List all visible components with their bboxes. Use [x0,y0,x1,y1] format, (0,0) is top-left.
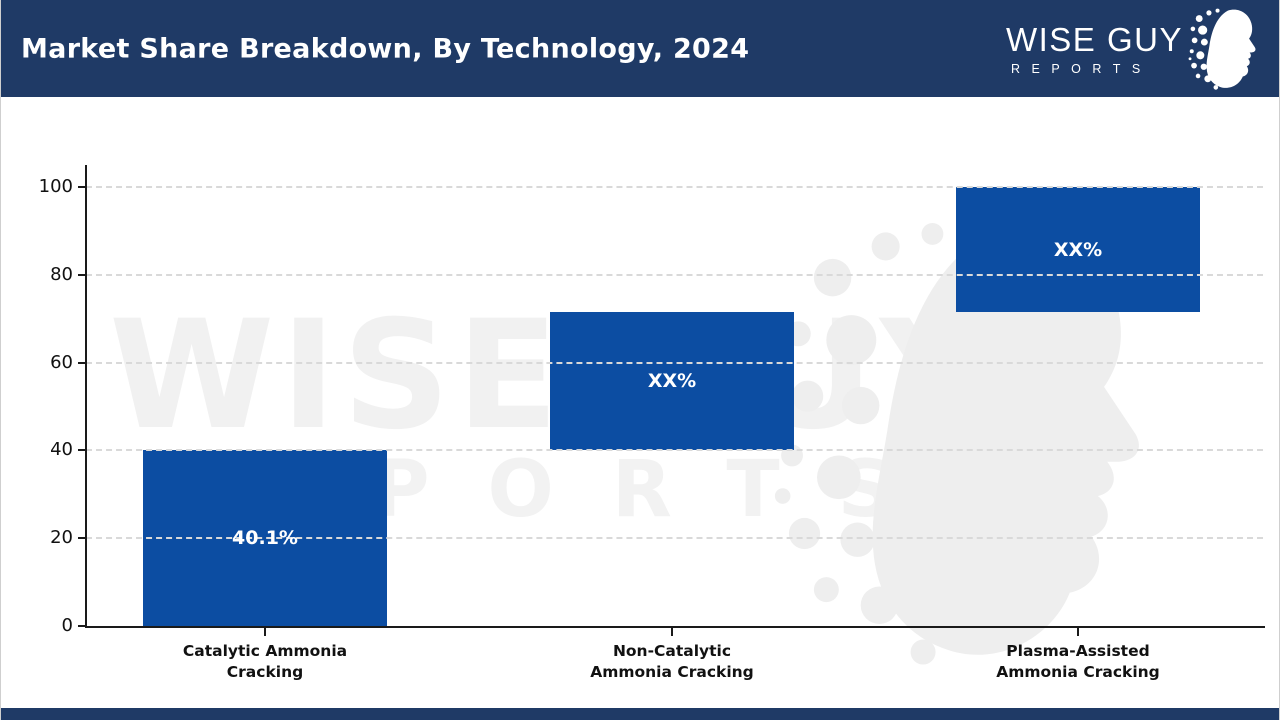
brand-logo: WISE GUY REPORTS [1006,0,1265,97]
logo-face-icon [1185,6,1265,92]
y-axis-tick [78,273,85,276]
category-label: Catalytic Ammonia Cracking [182,642,348,681]
y-axis-tick-label: 100 [38,176,73,197]
bar-value-label: 40.1% [232,526,298,549]
bar-value-label: XX% [1053,238,1103,261]
gridline [86,361,1263,364]
y-axis-tick-label: 80 [50,263,73,285]
page-title: Market Share Breakdown, By Technology, 2… [21,33,750,64]
y-axis-tick [78,186,85,188]
category-label: Plasma-Assisted Ammonia Cracking [996,642,1160,681]
x-axis-line [85,626,1265,628]
x-axis-tick [671,628,673,636]
logo-subtitle: REPORTS [1010,62,1152,76]
y-axis-tick [78,361,85,364]
header-bar: Market Share Breakdown, By Technology, 2… [1,0,1279,97]
category-label: Non-Catalytic Ammonia Cracking [590,642,754,681]
y-axis-tick-label: 60 [50,351,73,373]
gridline [86,449,1263,452]
y-axis-tick [78,537,85,540]
x-axis-tick [1077,628,1079,636]
bar-segment [956,187,1200,313]
brand-logo-text: WISE GUY REPORTS [1006,21,1183,76]
y-axis-tick [78,449,85,452]
y-axis-tick-label: 20 [50,527,73,549]
y-axis-tick [78,625,85,627]
y-axis-line [85,165,87,628]
gridline [86,273,1263,276]
gridline [86,186,1263,188]
y-axis-tick-label: 0 [61,615,73,636]
bar-value-label: XX% [647,370,697,393]
gridline [86,537,1263,540]
bar-segment [550,312,794,450]
footer-bar [1,708,1279,720]
y-axis-tick-label: 40 [50,439,73,461]
x-axis-tick [264,628,266,636]
chart-area: WISE GUY REPORTS 0 20 40 60 80 100 40.1% Cataly… [1,97,1279,708]
logo-wordmark: WISE GUY [1005,21,1183,58]
